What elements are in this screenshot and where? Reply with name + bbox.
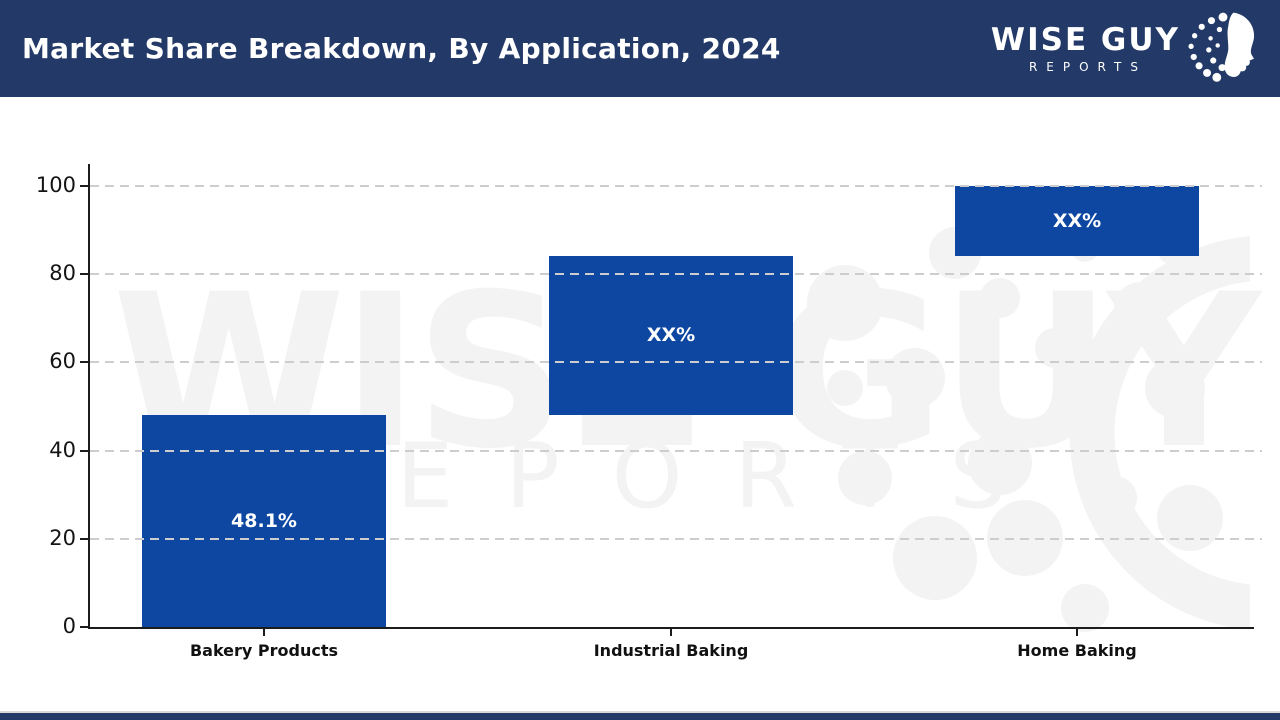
- x-axis-line: [88, 627, 1254, 629]
- y-axis-spine: [88, 164, 90, 629]
- y-tick: [80, 626, 88, 628]
- bar: XX%: [549, 256, 793, 415]
- bar: 48.1%: [142, 414, 386, 627]
- logo-head-icon: [1188, 12, 1255, 82]
- gridline: [90, 449, 1262, 452]
- bar-value-label: XX%: [646, 324, 696, 347]
- x-tick: [1076, 629, 1078, 636]
- footer-band: [0, 713, 1280, 720]
- y-tick: [80, 537, 88, 540]
- x-tick-label: Home Baking: [1017, 641, 1137, 660]
- y-tick: [80, 185, 88, 187]
- watermark-head-icon: [807, 227, 1250, 632]
- footer-hairline: [0, 711, 1280, 713]
- y-tick-label: 0: [62, 614, 76, 638]
- y-tick-label: 20: [49, 525, 76, 550]
- gridline: [90, 361, 1262, 364]
- x-tick: [670, 629, 672, 636]
- logo-wiseguy-text: WISE GUY: [990, 21, 1180, 58]
- x-tick-label: Industrial Baking: [593, 641, 749, 660]
- gridline: [90, 273, 1262, 276]
- y-tick: [80, 361, 88, 364]
- x-tick-label: Bakery Products: [189, 641, 339, 660]
- y-tick-label: 80: [49, 261, 76, 286]
- bar-value-label: 48.1%: [231, 509, 297, 532]
- header-band: Market Share Breakdown, By Application, …: [0, 0, 1280, 97]
- bar-value-label: XX%: [1052, 210, 1102, 233]
- page-title: Market Share Breakdown, By Application, …: [22, 32, 781, 65]
- bar: XX%: [955, 186, 1199, 257]
- brand-logo: WISE GUY REPORTS: [991, 10, 1262, 88]
- logo-reports-text: REPORTS: [1028, 59, 1147, 74]
- logo-wordmark: WISE GUY REPORTS: [990, 21, 1180, 74]
- gridline: [90, 537, 1262, 540]
- y-tick-label: 60: [49, 349, 76, 374]
- y-tick: [80, 449, 88, 452]
- y-tick: [80, 273, 88, 276]
- gridline: [90, 185, 1262, 187]
- y-tick-label: 40: [49, 437, 76, 462]
- y-tick-label: 100: [35, 173, 76, 197]
- x-tick: [263, 629, 265, 636]
